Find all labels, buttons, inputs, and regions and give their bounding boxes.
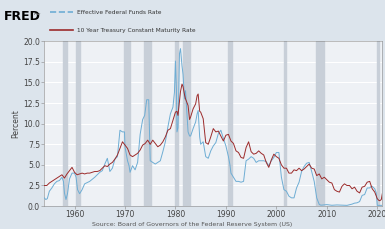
Bar — [183, 41, 190, 206]
Bar — [76, 41, 80, 206]
Bar — [316, 41, 324, 206]
Bar — [228, 41, 232, 206]
Text: 10 Year Treasury Constant Maturity Rate: 10 Year Treasury Constant Maturity Rate — [77, 28, 196, 33]
Text: Effective Federal Funds Rate: Effective Federal Funds Rate — [77, 10, 161, 15]
Text: FRED: FRED — [4, 10, 41, 23]
Text: ~: ~ — [33, 10, 41, 20]
Bar — [176, 41, 179, 206]
Y-axis label: Percent: Percent — [12, 109, 20, 138]
Bar — [124, 41, 129, 206]
Bar — [284, 41, 286, 206]
Bar — [63, 41, 67, 206]
Bar — [377, 41, 379, 206]
Bar — [144, 41, 151, 206]
Text: Source: Board of Governors of the Federal Reserve System (US): Source: Board of Governors of the Federa… — [92, 222, 293, 227]
